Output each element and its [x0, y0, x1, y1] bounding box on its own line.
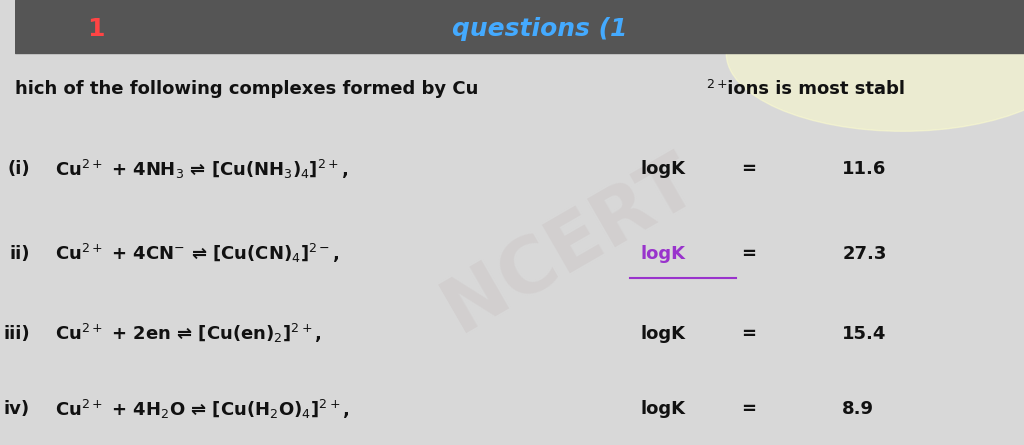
Text: hich of the following complexes formed by Cu: hich of the following complexes formed b… [14, 80, 478, 98]
Text: Cu$^{2+}$ + 4CN$^{-}$ ⇌ [Cu(CN)$_4$]$^{2-}$,: Cu$^{2+}$ + 4CN$^{-}$ ⇌ [Cu(CN)$_4$]$^{2… [55, 242, 340, 265]
Text: ii): ii) [9, 245, 30, 263]
Text: =: = [741, 160, 757, 178]
Ellipse shape [726, 0, 1024, 131]
Text: iii): iii) [3, 325, 30, 343]
Text: 15.4: 15.4 [843, 325, 887, 343]
Text: =: = [741, 325, 757, 343]
Text: Cu$^{2+}$ + 4NH$_3$ ⇌ [Cu(NH$_3$)$_4$]$^{2+}$,: Cu$^{2+}$ + 4NH$_3$ ⇌ [Cu(NH$_3$)$_4$]$^… [55, 158, 348, 181]
Text: iv): iv) [4, 400, 30, 418]
Text: ions is most stabl: ions is most stabl [721, 80, 905, 98]
Text: 8.9: 8.9 [843, 400, 874, 418]
Text: $^{2+}$: $^{2+}$ [707, 80, 728, 98]
Text: logK: logK [640, 325, 685, 343]
Text: =: = [741, 245, 757, 263]
Text: NCERT: NCERT [430, 143, 710, 347]
Text: Cu$^{2+}$ + 4H$_2$O ⇌ [Cu(H$_2$O)$_4$]$^{2+}$,: Cu$^{2+}$ + 4H$_2$O ⇌ [Cu(H$_2$O)$_4$]$^… [55, 398, 350, 421]
Text: Cu$^{2+}$ + 2en ⇌ [Cu(en)$_2$]$^{2+}$,: Cu$^{2+}$ + 2en ⇌ [Cu(en)$_2$]$^{2+}$, [55, 322, 322, 345]
Text: 27.3: 27.3 [843, 245, 887, 263]
Text: (i): (i) [7, 160, 30, 178]
Text: questions (1: questions (1 [452, 17, 628, 41]
Text: logK: logK [640, 400, 685, 418]
Text: 1: 1 [87, 17, 104, 41]
Text: logK: logK [640, 160, 685, 178]
Text: 11.6: 11.6 [843, 160, 887, 178]
Text: =: = [741, 400, 757, 418]
Text: logK: logK [640, 245, 685, 263]
Bar [14, 0, 1024, 53]
